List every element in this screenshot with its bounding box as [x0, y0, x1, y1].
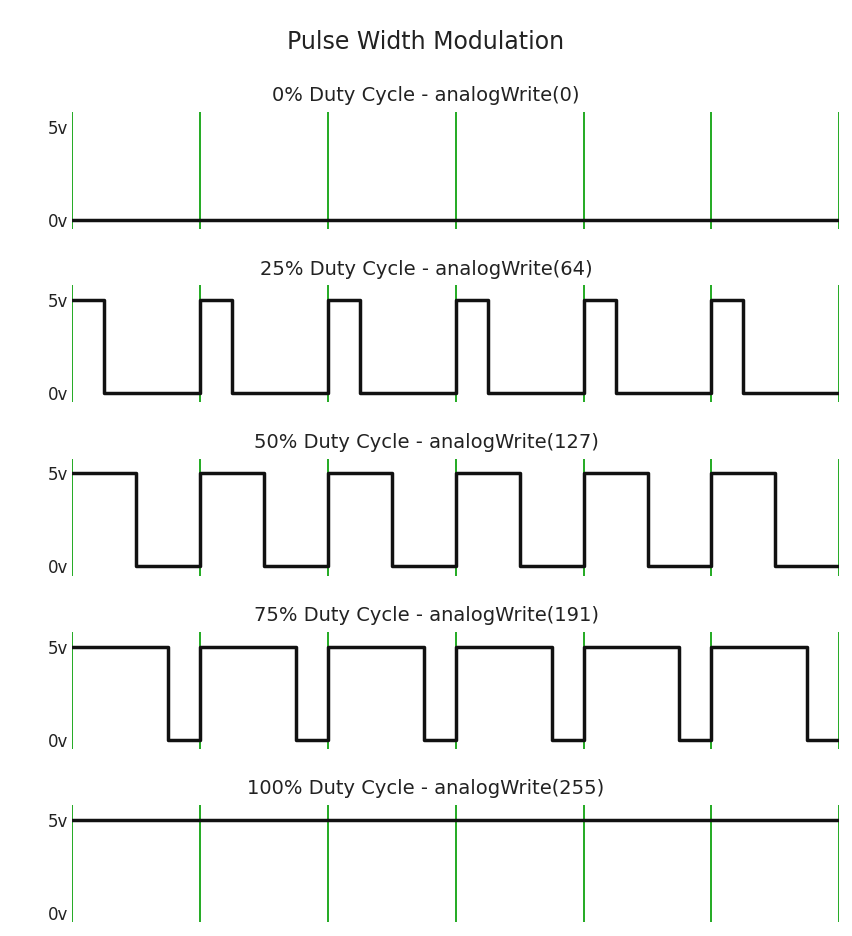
Text: Pulse Width Modulation: Pulse Width Modulation: [287, 30, 565, 54]
Text: 50% Duty Cycle - analogWrite(127): 50% Duty Cycle - analogWrite(127): [254, 432, 598, 452]
Text: 75% Duty Cycle - analogWrite(191): 75% Duty Cycle - analogWrite(191): [254, 606, 598, 625]
Text: 25% Duty Cycle - analogWrite(64): 25% Duty Cycle - analogWrite(64): [260, 259, 592, 279]
Text: 100% Duty Cycle - analogWrite(255): 100% Duty Cycle - analogWrite(255): [247, 779, 605, 798]
Text: 0% Duty Cycle - analogWrite(0): 0% Duty Cycle - analogWrite(0): [273, 86, 579, 106]
